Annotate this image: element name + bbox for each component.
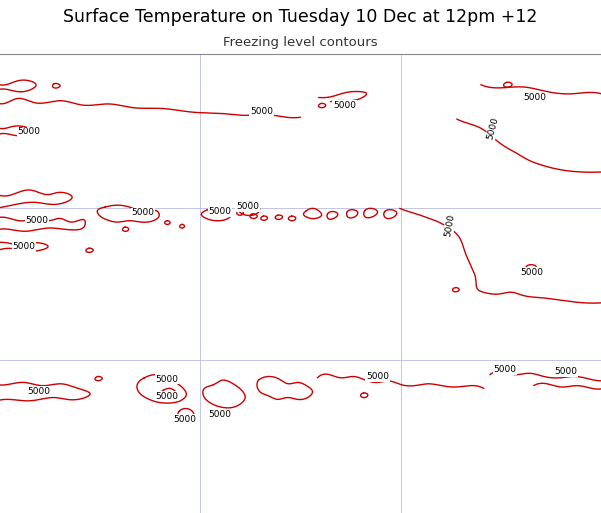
Text: 5000: 5000 xyxy=(156,392,178,401)
Text: 5000: 5000 xyxy=(486,116,500,141)
Text: Surface Temperature on Tuesday 10 Dec at 12pm +12: Surface Temperature on Tuesday 10 Dec at… xyxy=(63,8,538,26)
Text: 5000: 5000 xyxy=(209,207,231,216)
Text: 5000: 5000 xyxy=(236,203,259,211)
Text: 5000: 5000 xyxy=(174,415,197,424)
Text: 5000: 5000 xyxy=(17,127,40,136)
Text: 5000: 5000 xyxy=(523,92,546,102)
Text: 5000: 5000 xyxy=(493,365,516,374)
Text: 5000: 5000 xyxy=(333,101,356,110)
Text: 5000: 5000 xyxy=(520,268,543,277)
Text: 5000: 5000 xyxy=(13,242,35,251)
Text: 5000: 5000 xyxy=(250,107,273,116)
Text: 5000: 5000 xyxy=(156,374,178,384)
Text: Freezing level contours: Freezing level contours xyxy=(223,35,378,49)
Text: 5000: 5000 xyxy=(366,372,389,381)
Text: 5000: 5000 xyxy=(132,208,154,218)
Text: 5000: 5000 xyxy=(26,216,49,225)
Text: 5000: 5000 xyxy=(208,410,231,419)
Text: 5000: 5000 xyxy=(28,387,50,396)
Text: 5000: 5000 xyxy=(555,367,578,377)
Text: 5000: 5000 xyxy=(443,213,456,238)
